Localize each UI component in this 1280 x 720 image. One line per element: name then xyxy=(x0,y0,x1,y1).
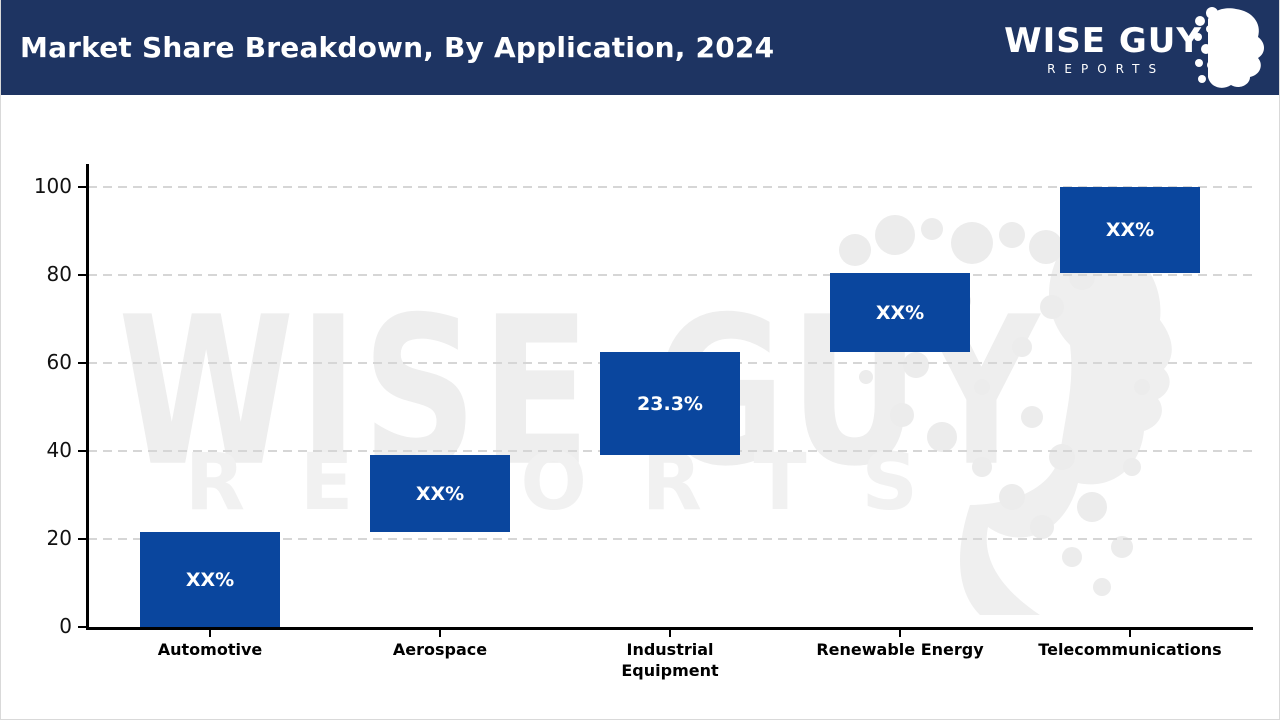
bar-renewable-energy: XX% xyxy=(830,272,970,353)
x-tick-label-automotive: Automotive xyxy=(157,640,263,659)
y-axis-tick xyxy=(78,362,86,364)
y-axis-tick xyxy=(78,626,86,628)
x-tick-label-industrial-equipment: Industrial Equipment xyxy=(621,640,719,680)
y-axis-tick xyxy=(78,538,86,540)
y-axis-tick xyxy=(78,450,86,452)
bar-telecommunications: XX% xyxy=(1060,187,1200,273)
x-axis-tick xyxy=(439,629,441,637)
logo-subtitle: REPORTS xyxy=(1047,62,1166,76)
gridline xyxy=(88,274,1253,276)
bar-automotive: XX% xyxy=(140,532,280,627)
bar-label-aerospace: XX% xyxy=(415,482,465,505)
gridline xyxy=(88,538,1253,540)
y-tick-label: 20 xyxy=(46,526,72,550)
bar-industrial-equipment: 23.3% xyxy=(600,352,740,455)
gridline xyxy=(88,186,1253,188)
bar-label-renewable-energy: XX% xyxy=(875,301,925,324)
header-bar: Market Share Breakdown, By Application, … xyxy=(0,0,1280,95)
wise-guy-logo: WISE GUY REPORTS xyxy=(1004,0,1270,95)
page-title: Market Share Breakdown, By Application, … xyxy=(20,31,775,64)
y-tick-label: 40 xyxy=(46,438,72,462)
watermark-reports: REPORTS xyxy=(185,438,973,528)
y-axis-line xyxy=(86,164,89,629)
y-axis-tick xyxy=(78,274,86,276)
y-tick-label: 0 xyxy=(59,614,72,638)
logo-head-icon xyxy=(1194,7,1264,88)
y-tick-label: 80 xyxy=(46,262,72,286)
watermark-head-icon xyxy=(839,215,1172,615)
x-tick-label-aerospace: Aerospace xyxy=(392,640,488,659)
x-axis-tick xyxy=(669,629,671,637)
y-tick-label: 100 xyxy=(33,174,72,198)
x-axis-tick xyxy=(899,629,901,637)
x-tick-label-renewable-energy: Renewable Energy xyxy=(816,640,984,659)
bar-label-industrial-equipment: 23.3% xyxy=(637,392,703,415)
logo-name: WISE GUY xyxy=(1004,21,1202,61)
x-tick-label-telecommunications: Telecommunications xyxy=(1038,640,1222,659)
y-tick-label: 60 xyxy=(46,350,72,374)
y-axis-tick xyxy=(78,186,86,188)
bar-label-telecommunications: XX% xyxy=(1105,218,1155,241)
x-axis-line xyxy=(86,627,1253,630)
x-axis-tick xyxy=(209,629,211,637)
bar-aerospace: XX% xyxy=(370,454,510,533)
logo-text: WISE GUY REPORTS xyxy=(1004,24,1202,76)
x-axis-tick xyxy=(1129,629,1131,637)
bar-label-automotive: XX% xyxy=(185,568,235,591)
